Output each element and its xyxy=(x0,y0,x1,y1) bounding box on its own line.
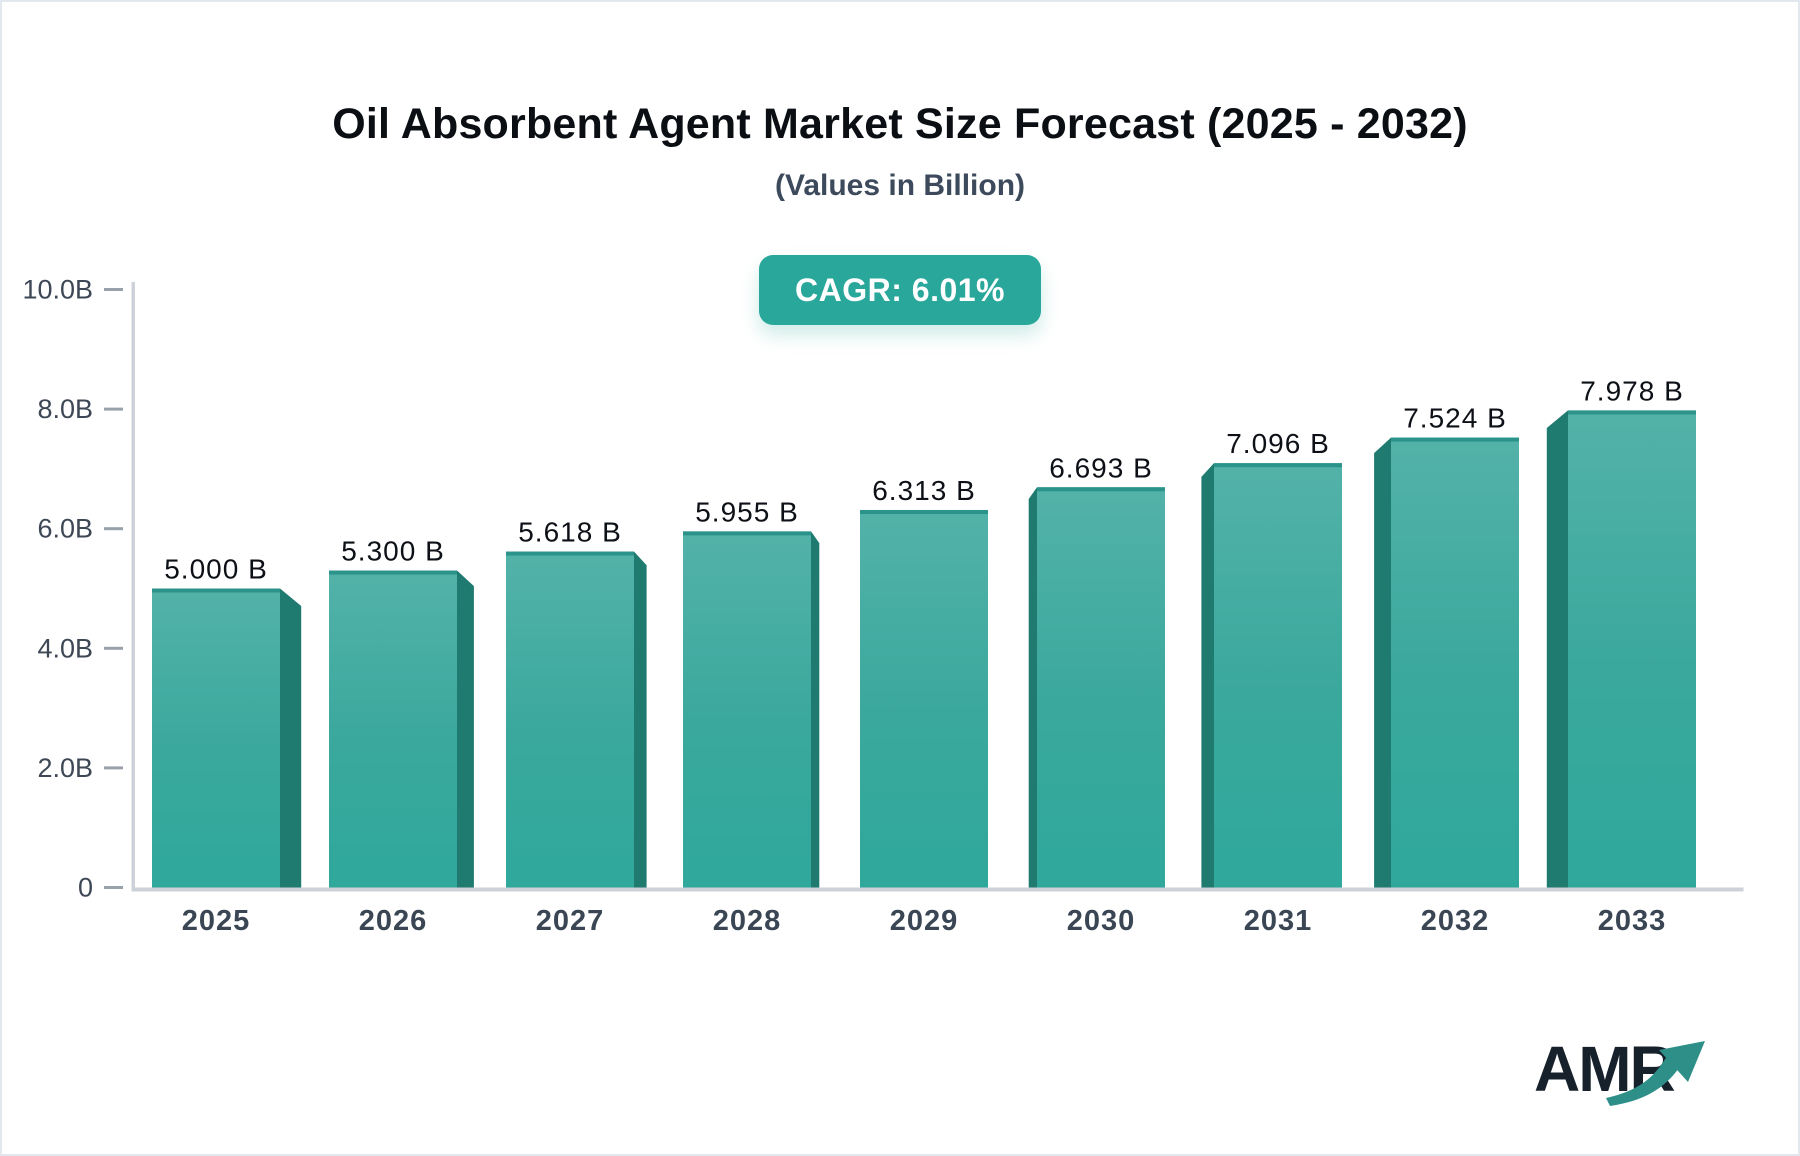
bar-side-face xyxy=(1201,463,1214,891)
bar-2032 xyxy=(1374,437,1519,891)
chart-title: Oil Absorbent Agent Market Size Forecast… xyxy=(332,100,1468,148)
cagr-badge-label: CAGR: 6.01% xyxy=(795,272,1005,308)
x-axis-label: 2029 xyxy=(890,905,959,937)
y-axis-tick xyxy=(104,646,123,650)
arrow-shaft xyxy=(1606,1056,1681,1106)
bar-top-edge xyxy=(152,588,280,593)
y-axis-tick xyxy=(104,288,123,291)
y-axis-tick-label: 10.0B xyxy=(22,275,93,305)
bar-2029 xyxy=(860,509,988,891)
bar-2026 xyxy=(329,570,474,891)
y-axis-tick-label: 8.0B xyxy=(37,394,93,424)
bar-side-face xyxy=(457,570,474,891)
y-axis-tick-label: 0 xyxy=(78,873,93,903)
cagr-badge: CAGR: 6.01% xyxy=(759,255,1041,325)
amr-logo-text: AMR xyxy=(1534,1033,1676,1105)
bar-value-label: 7.978 B xyxy=(1580,375,1684,406)
bar-top-edge xyxy=(1037,487,1165,492)
bar-front-face xyxy=(152,588,280,891)
y-axis-tick-label: 2.0B xyxy=(37,753,93,783)
bar-top-edge xyxy=(329,570,457,575)
bar-side-face xyxy=(1374,437,1391,891)
bar-value-label: 5.955 B xyxy=(695,496,799,527)
arrow-head xyxy=(1659,1041,1705,1082)
bar-value-label: 5.000 B xyxy=(164,554,268,585)
y-axis-tick-label: 6.0B xyxy=(37,514,93,544)
bar-top-edge xyxy=(506,551,634,556)
bar-value-label: 6.693 B xyxy=(1049,452,1153,483)
bar-value-label: 5.300 B xyxy=(341,536,445,567)
bar-side-face xyxy=(1546,410,1568,891)
x-axis-label: 2032 xyxy=(1421,905,1490,937)
bar-top-edge xyxy=(683,531,811,536)
bar-value-label: 7.524 B xyxy=(1403,403,1507,434)
bar-2030 xyxy=(1028,487,1165,891)
bar-2031 xyxy=(1201,463,1342,891)
bar-value-label: 7.096 B xyxy=(1226,428,1330,459)
x-axis-label: 2028 xyxy=(713,905,782,937)
x-axis-label: 2031 xyxy=(1244,905,1313,937)
chart-subtitle: (Values in Billion) xyxy=(774,169,1026,202)
bar-front-face xyxy=(1214,463,1342,891)
x-axis-line xyxy=(131,887,1744,892)
bar-front-face xyxy=(1037,487,1165,891)
bar-front-face xyxy=(329,570,457,891)
x-axis-label: 2033 xyxy=(1598,905,1667,937)
x-axis-label: 2025 xyxy=(182,905,251,937)
bar-front-face xyxy=(1391,437,1519,891)
bar-2033 xyxy=(1546,410,1696,891)
y-axis-tick-label: 4.0B xyxy=(37,633,93,663)
bar-side-face xyxy=(634,551,647,891)
bar-front-face xyxy=(1568,410,1696,891)
bar-top-edge xyxy=(1568,410,1696,415)
bar-side-face xyxy=(1028,487,1037,891)
bars-layer xyxy=(152,410,1696,891)
y-axis-tick xyxy=(104,886,123,889)
bar-front-face xyxy=(683,531,811,891)
bar-front-face xyxy=(860,509,988,891)
bar-2028 xyxy=(683,531,820,891)
bar-2027 xyxy=(506,551,647,891)
y-axis-line xyxy=(131,282,135,891)
bar-2025 xyxy=(152,588,302,891)
x-axis-label: 2027 xyxy=(536,905,605,937)
bar-side-face xyxy=(811,531,820,891)
x-axis-label: 2030 xyxy=(1067,905,1136,937)
amr-logo-arrow-icon xyxy=(1606,1041,1705,1106)
bar-side-face xyxy=(280,588,302,891)
y-axis-tick xyxy=(104,766,123,770)
bar-value-label: 5.618 B xyxy=(518,517,622,548)
bar-value-label: 6.313 B xyxy=(872,475,976,506)
bar-top-edge xyxy=(1391,437,1519,442)
bar-front-face xyxy=(506,551,634,891)
y-axis-tick xyxy=(104,527,123,531)
labels-layer: 5.000 B 2025 5.300 B 2026 5.618 B 2027 5.955 B… xyxy=(164,375,1684,937)
y-axis-tick xyxy=(104,407,123,411)
x-axis-label: 2026 xyxy=(359,905,428,937)
axis-layer: 0 2.0B 4.0B 6.0B 8.0B 10.0B xyxy=(22,275,1744,903)
bar-top-edge xyxy=(1214,463,1342,468)
bar-top-edge xyxy=(860,509,988,514)
amr-logo: AMR xyxy=(1502,1010,1762,1140)
